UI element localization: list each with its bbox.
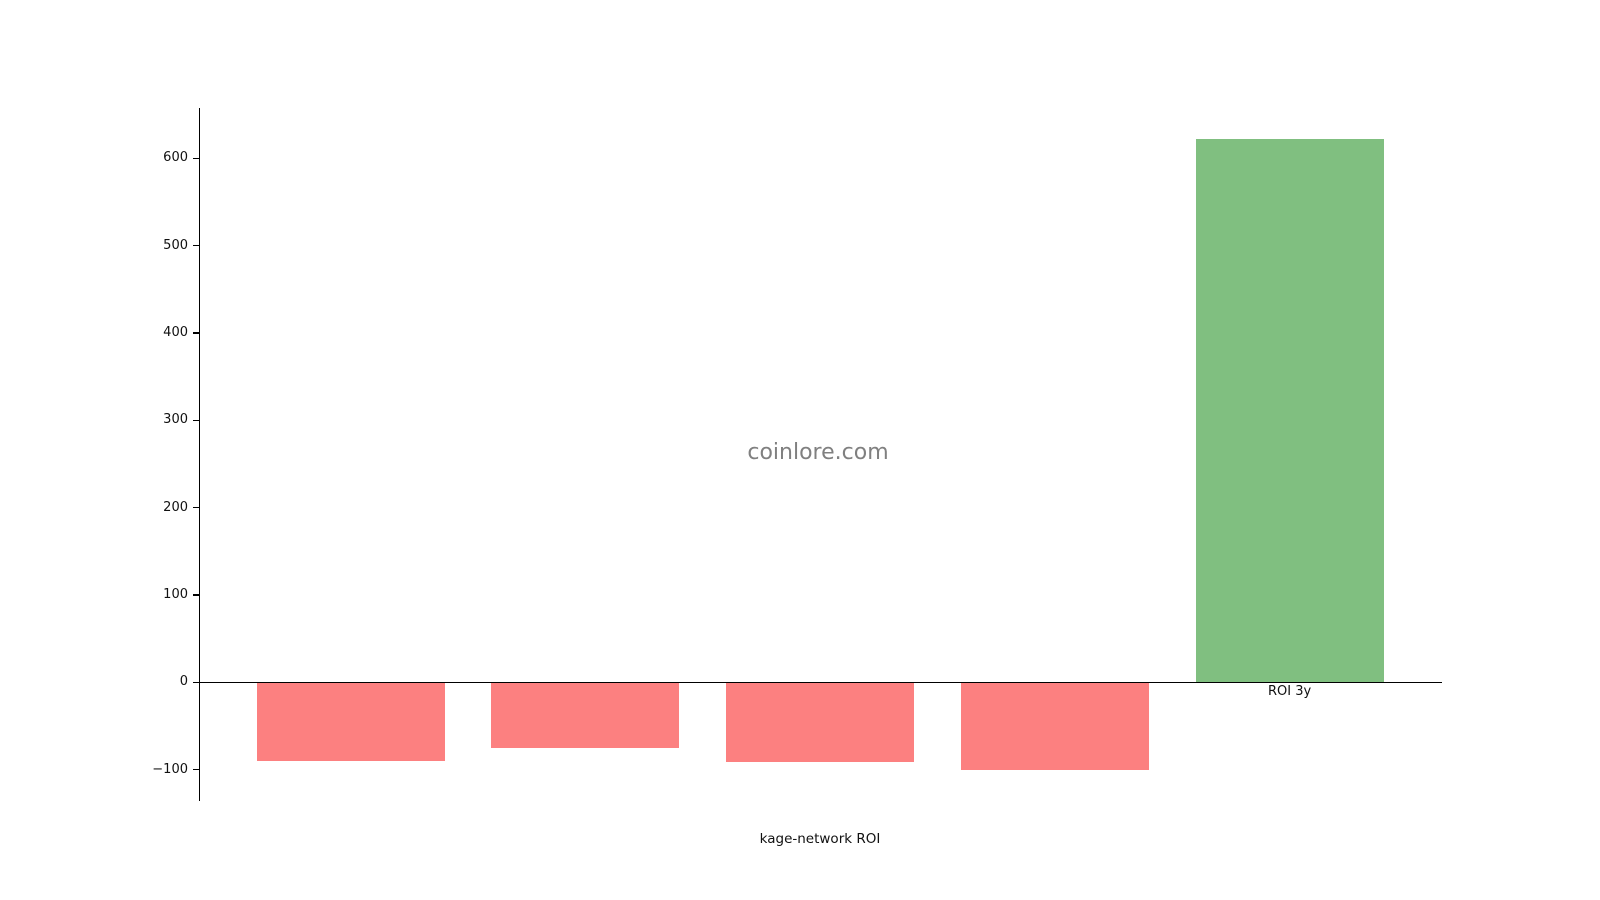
y-tick-mark bbox=[193, 244, 199, 247]
y-tick-mark bbox=[193, 419, 199, 421]
y-tick-label: 600 bbox=[163, 150, 188, 166]
y-tick-mark bbox=[193, 506, 199, 509]
bar-1 bbox=[491, 682, 680, 748]
y-tick-mark bbox=[193, 768, 199, 771]
bar-3 bbox=[960, 682, 1149, 770]
y-tick-mark bbox=[193, 157, 199, 159]
x-axis-zero-line bbox=[198, 681, 1442, 683]
y-tick-label: 100 bbox=[163, 586, 188, 602]
bar-2 bbox=[726, 682, 915, 762]
watermark-text: coinlore.com bbox=[747, 440, 889, 465]
y-tick-label: 200 bbox=[163, 499, 188, 515]
x-tick-label: ROI 3y bbox=[1267, 683, 1312, 699]
y-tick-label: 300 bbox=[163, 412, 188, 428]
y-tick-label: −100 bbox=[152, 761, 188, 777]
y-tick-label: 400 bbox=[163, 324, 188, 340]
bar-0 bbox=[256, 682, 445, 761]
bar-roi-3y bbox=[1195, 139, 1384, 683]
y-tick-label: 500 bbox=[163, 237, 188, 253]
y-axis-spine bbox=[198, 108, 200, 801]
x-axis-label: kage-network ROI bbox=[759, 831, 881, 847]
y-tick-label: 0 bbox=[179, 674, 188, 690]
y-tick-mark bbox=[193, 594, 199, 596]
y-tick-mark bbox=[193, 681, 199, 683]
y-tick-mark bbox=[193, 332, 199, 334]
